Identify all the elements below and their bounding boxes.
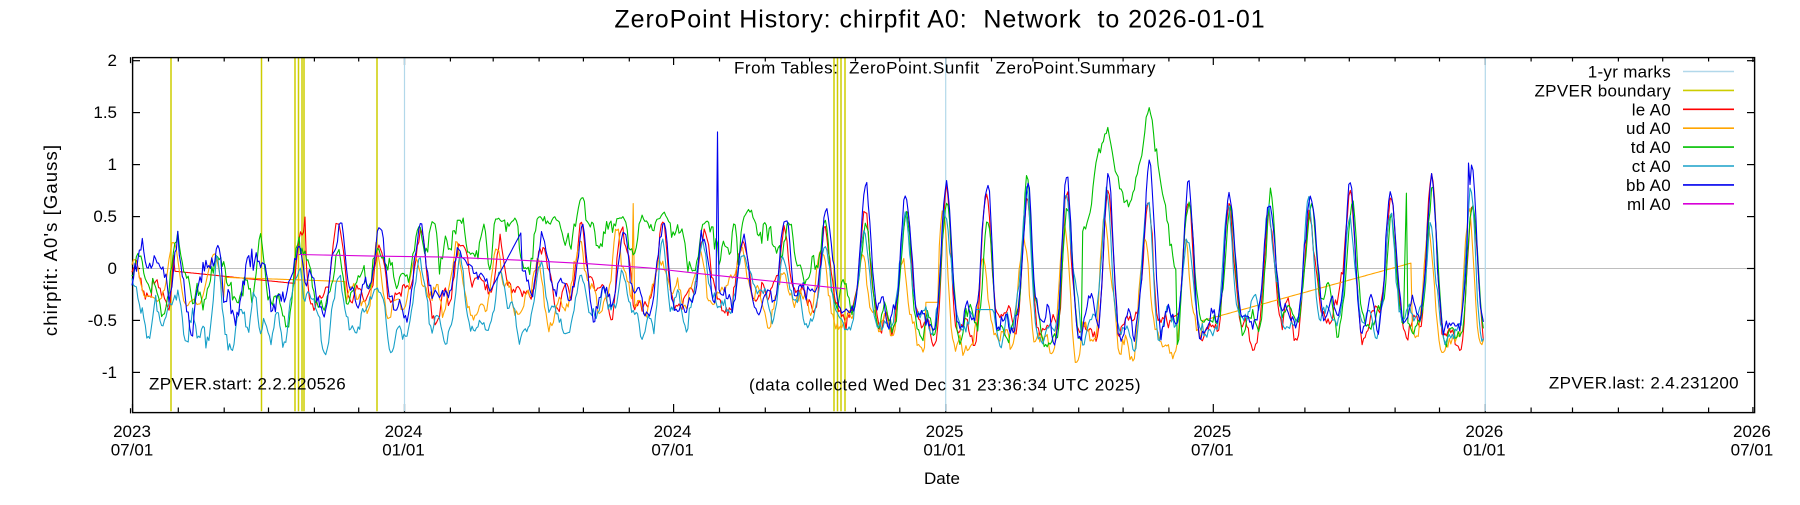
svg-text:ml A0: ml A0 [1627, 195, 1671, 214]
svg-text:From Tables: ZeroPoint.Sunfit: From Tables: ZeroPoint.Sunfit ZeroPoint.… [734, 59, 1156, 78]
svg-text:01/01: 01/01 [1463, 441, 1506, 460]
svg-text:07/01: 07/01 [1191, 441, 1234, 460]
svg-text:2024: 2024 [385, 422, 423, 441]
svg-text:ud A0: ud A0 [1626, 119, 1671, 138]
svg-text:ZeroPoint History: chirpfit A0: ZeroPoint History: chirpfit A0: Network … [614, 6, 1265, 34]
svg-text:-0.5: -0.5 [88, 311, 117, 330]
svg-text:2023: 2023 [113, 422, 151, 441]
svg-text:2026: 2026 [1733, 422, 1771, 441]
svg-text:07/01: 07/01 [651, 441, 694, 460]
svg-text:07/01: 07/01 [111, 441, 154, 460]
svg-text:(data collected Wed Dec 31 23:: (data collected Wed Dec 31 23:36:34 UTC … [749, 376, 1141, 395]
svg-text:2025: 2025 [926, 422, 964, 441]
svg-text:chirpfit: A0's [Gauss]: chirpfit: A0's [Gauss] [40, 144, 61, 336]
svg-text:2: 2 [108, 51, 117, 70]
svg-text:0: 0 [108, 259, 117, 278]
svg-text:ct A0: ct A0 [1632, 157, 1671, 176]
svg-text:Date: Date [924, 469, 960, 488]
svg-text:bb A0: bb A0 [1626, 176, 1671, 195]
svg-text:-1: -1 [102, 363, 117, 382]
svg-text:le A0: le A0 [1632, 100, 1671, 119]
svg-text:2025: 2025 [1193, 422, 1231, 441]
svg-text:0.5: 0.5 [93, 207, 117, 226]
svg-text:01/01: 01/01 [382, 441, 425, 460]
svg-text:2024: 2024 [654, 422, 692, 441]
svg-text:ZPVER.start: 2.2.220526: ZPVER.start: 2.2.220526 [149, 375, 346, 394]
svg-text:2026: 2026 [1465, 422, 1503, 441]
svg-text:1-yr marks: 1-yr marks [1588, 63, 1671, 82]
svg-text:07/01: 07/01 [1731, 441, 1774, 460]
svg-text:ZPVER.last: 2.4.231200: ZPVER.last: 2.4.231200 [1549, 374, 1739, 393]
svg-text:1.5: 1.5 [93, 103, 117, 122]
svg-text:ZPVER boundary: ZPVER boundary [1535, 81, 1672, 100]
svg-text:1: 1 [108, 155, 117, 174]
svg-text:td A0: td A0 [1631, 138, 1671, 157]
svg-text:01/01: 01/01 [923, 441, 966, 460]
